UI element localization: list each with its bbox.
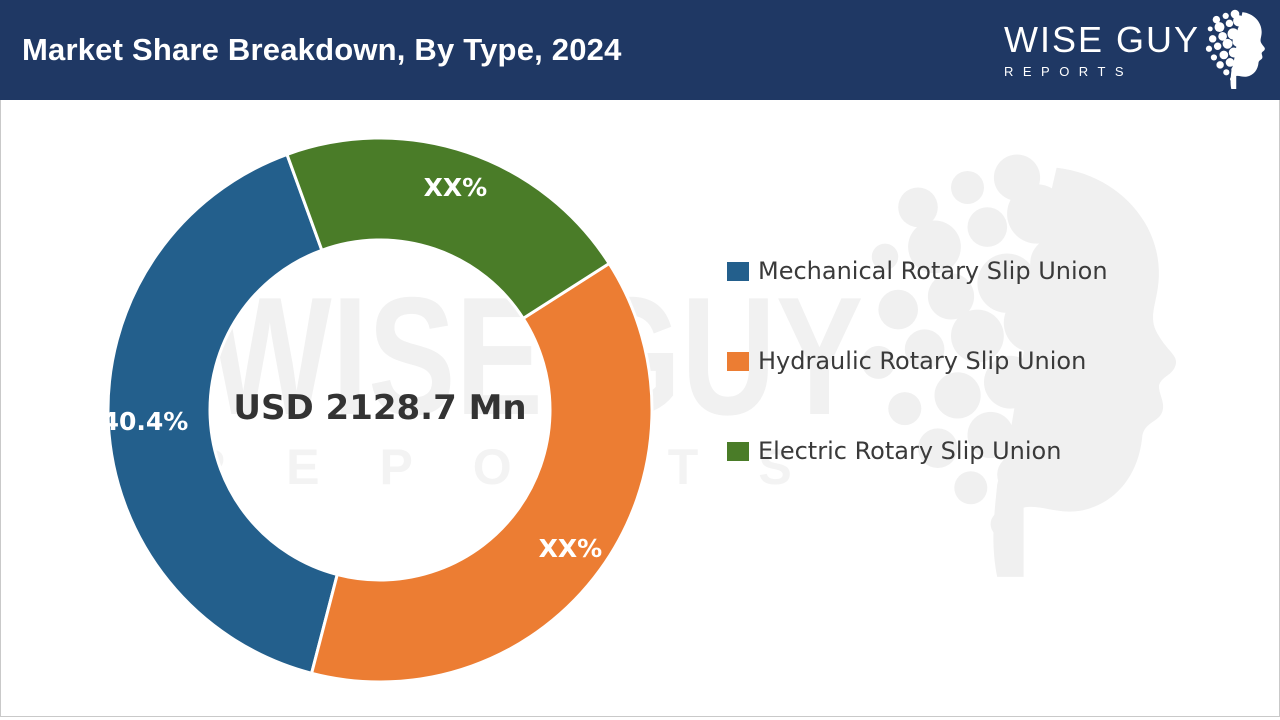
chart-legend: Mechanical Rotary Slip Union Hydraulic R… <box>727 248 1108 474</box>
legend-item-electric: Electric Rotary Slip Union <box>727 428 1108 474</box>
slice-value-label-0: 40.4% <box>102 407 189 436</box>
wise-guy-logo: WISE GUY REPORTS <box>1004 8 1266 92</box>
header-bar: Market Share Breakdown, By Type, 2024 WI… <box>0 0 1280 100</box>
legend-item-mechanical: Mechanical Rotary Slip Union <box>727 248 1108 294</box>
logo-subtitle: REPORTS <box>1003 64 1134 79</box>
legend-item-hydraulic: Hydraulic Rotary Slip Union <box>727 338 1108 384</box>
legend-swatch-electric <box>727 441 749 461</box>
donut-segment-0 <box>106 152 339 675</box>
slice-value-label-2: XX% <box>424 173 488 202</box>
watermark-subtitle: REPORTS <box>190 439 852 495</box>
legend-swatch-hydraulic <box>727 351 749 371</box>
legend-label-electric: Electric Rotary Slip Union <box>758 437 1062 465</box>
legend-label-hydraulic: Hydraulic Rotary Slip Union <box>758 347 1087 375</box>
legend-swatch-mechanical <box>727 261 749 281</box>
watermark-layer: WISE GUY REPORTS <box>0 100 1280 720</box>
logo-face-icon <box>1205 9 1265 90</box>
legend-label-mechanical: Mechanical Rotary Slip Union <box>758 257 1108 285</box>
donut-segment-1 <box>310 261 654 684</box>
logo-wordmark: WISE GUY <box>1003 19 1200 60</box>
slice-value-label-1: XX% <box>539 534 603 563</box>
chart-center-value: USD 2128.7 Mn <box>233 388 527 428</box>
donut-segment-2 <box>285 136 611 320</box>
watermark-face-icon <box>861 154 1177 577</box>
page-title: Market Share Breakdown, By Type, 2024 <box>22 32 622 67</box>
logo-text: WISE GUY REPORTS <box>1003 19 1200 79</box>
